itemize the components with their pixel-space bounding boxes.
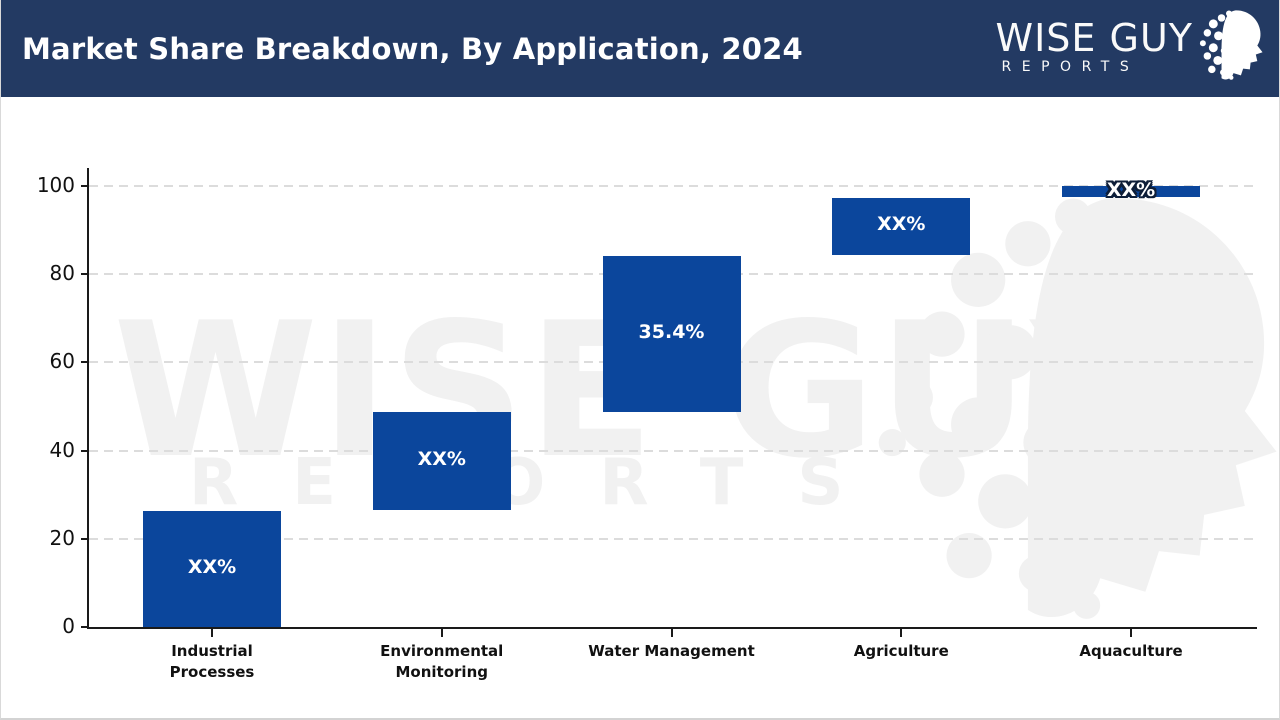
ytick-mark-60 [81, 361, 89, 364]
logo: WISE GUY REPORTS [996, 6, 1265, 88]
bar-value-label-industrial-processes: XX% [187, 556, 237, 578]
xtick-mark-water-management [670, 629, 673, 637]
xtick-mark-agriculture [900, 629, 903, 637]
ytick-mark-20 [81, 537, 89, 540]
bar-value-label-aquaculture: XX% [1106, 178, 1156, 201]
gridline-20 [89, 537, 1257, 540]
ytick-label-0: 0 [62, 614, 75, 638]
bar-water-management [602, 255, 741, 412]
ytick-mark-80 [81, 273, 89, 276]
ytick-label-100: 100 [36, 173, 75, 197]
ytick-label-40: 40 [49, 437, 75, 462]
y-axis-line [87, 168, 89, 629]
ytick-mark-100 [81, 185, 89, 187]
xtick-label-water-management: Water Management [588, 642, 755, 660]
bar-value-label-agriculture: XX% [877, 213, 926, 236]
ytick-label-80: 80 [49, 261, 75, 286]
xtick-mark-environmental-monitoring [440, 629, 443, 637]
xtick-mark-aquaculture [1130, 629, 1132, 637]
xtick-label-environmental-monitoring: Environmental Monitoring [380, 642, 504, 681]
xtick-label-industrial-processes: Industrial Processes [169, 642, 255, 681]
ytick-mark-40 [81, 449, 89, 452]
bar-aquaculture [1062, 185, 1200, 198]
watermark-subtitle: REPORTS [189, 446, 898, 520]
xtick-label-aquaculture: Aquaculture [1079, 642, 1183, 660]
bar-environmental-monitoring [372, 411, 511, 510]
header: Market Share Breakdown, By Application, … [1, 0, 1279, 97]
watermark-head-icon [878, 198, 1277, 619]
xtick-mark-industrial-processes [211, 629, 213, 637]
ytick-label-60: 60 [49, 349, 75, 374]
xtick-label-agriculture: Agriculture [853, 642, 949, 660]
logo-subtitle: REPORTS [1001, 59, 1140, 76]
bar-value-label-water-management: 35.4% [638, 320, 705, 343]
ytick-label-20: 20 [49, 525, 75, 550]
bar-value-label-environmental-monitoring: XX% [417, 447, 466, 470]
x-axis-line [87, 627, 1257, 629]
gridline-40 [89, 449, 1257, 452]
page-title: Market Share Breakdown, By Application, … [22, 31, 803, 66]
bar-agriculture [832, 197, 971, 255]
gridline-100 [89, 185, 1257, 187]
ytick-mark-0 [81, 626, 89, 628]
bar-industrial-processes [143, 511, 281, 627]
logo-head-icon [1199, 10, 1263, 80]
logo-wordmark: WISE GUY [995, 15, 1193, 60]
